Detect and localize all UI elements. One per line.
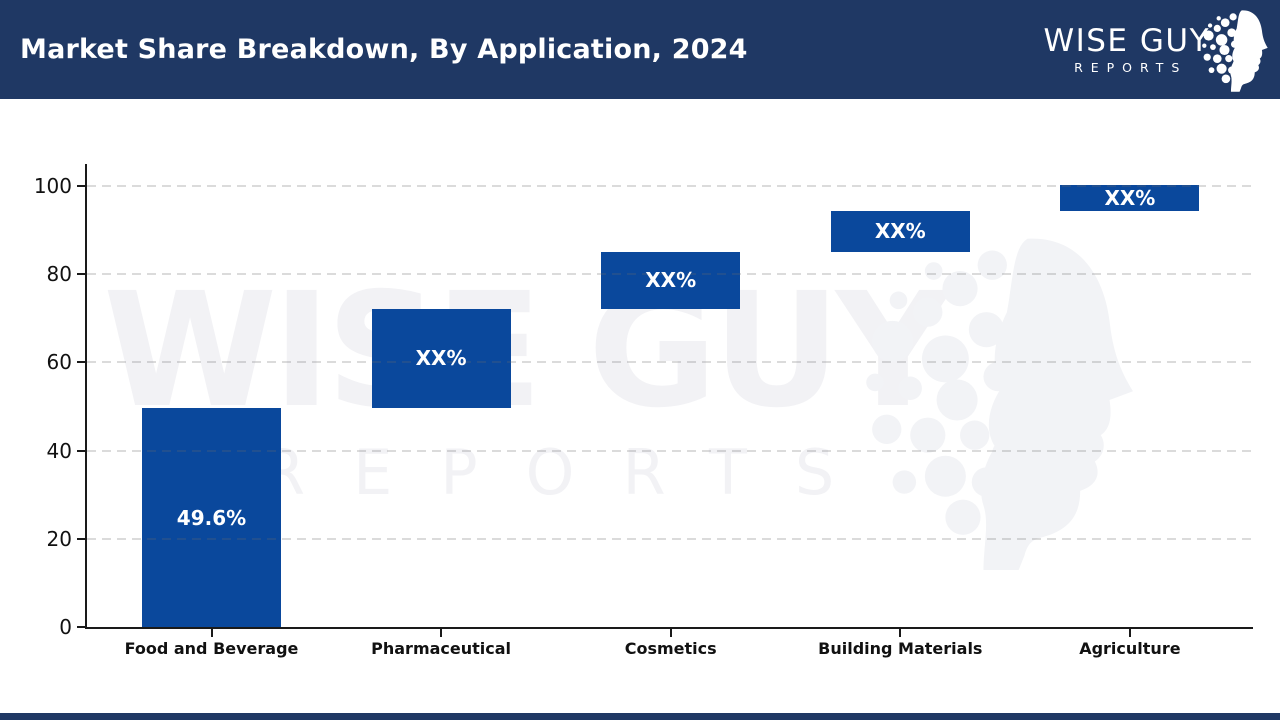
x-tick	[1128, 629, 1131, 637]
y-tick-100	[77, 185, 85, 187]
x-tick-label: Pharmaceutical	[371, 639, 512, 658]
bar-value-label: XX%	[415, 346, 467, 371]
bar-pharmaceutical	[371, 308, 511, 409]
footer-band	[0, 713, 1280, 720]
bar-value-label: XX%	[1104, 185, 1156, 210]
page-title: Market Share Breakdown, By Application, …	[20, 34, 748, 65]
y-tick-label: 0	[59, 615, 72, 639]
y-tick-label: 60	[46, 350, 72, 375]
bar-food-and-beverage	[142, 408, 281, 627]
y-axis-line	[85, 164, 87, 629]
x-tick-label: Cosmetics	[624, 639, 717, 658]
bar-cosmetics	[601, 251, 741, 309]
bar-building-materials	[830, 210, 970, 252]
y-tick-label: 20	[46, 526, 72, 551]
brand-logo-wiseguy: WISE GUY	[1043, 22, 1210, 59]
x-tick	[440, 629, 443, 637]
y-tick-60	[77, 361, 85, 364]
watermark-text-reports: REPORTS	[262, 436, 883, 509]
x-tick	[210, 629, 213, 637]
gridline-40	[87, 449, 1253, 452]
gridline-100	[87, 185, 1253, 187]
brand-logo-text: WISE GUY REPORTS	[1043, 25, 1210, 76]
bar-value-label: XX%	[874, 219, 926, 244]
brand-logo-reports: REPORTS	[1074, 60, 1188, 76]
x-tick	[899, 629, 902, 637]
x-tick-label: Agriculture	[1079, 639, 1181, 658]
gridline-80	[87, 273, 1253, 276]
x-axis-line	[85, 627, 1253, 629]
y-tick-20	[77, 537, 85, 540]
y-tick-label: 100	[33, 174, 72, 198]
watermark-text-wiseguy: WISE GUY	[103, 259, 950, 443]
watermark-head-icon	[866, 238, 1133, 570]
brand-logo: WISE GUY REPORTS	[1043, 6, 1272, 94]
x-tick-label: Food and Beverage	[124, 639, 299, 658]
bar-value-label: XX%	[645, 268, 697, 293]
header-band: Market Share Breakdown, By Application, …	[0, 0, 1280, 99]
y-tick-label: 80	[46, 262, 72, 287]
y-tick-80	[77, 273, 85, 276]
y-tick-label: 40	[46, 438, 72, 463]
gridline-60	[87, 361, 1253, 364]
brand-head-icon	[1202, 10, 1268, 92]
y-tick-0	[77, 626, 85, 628]
gridline-20	[87, 537, 1253, 540]
bar-agriculture	[1060, 185, 1200, 211]
x-tick	[669, 629, 672, 637]
x-tick-label: Building Materials	[818, 639, 983, 658]
bar-value-label: 49.6%	[176, 505, 247, 530]
y-tick-40	[77, 449, 85, 452]
